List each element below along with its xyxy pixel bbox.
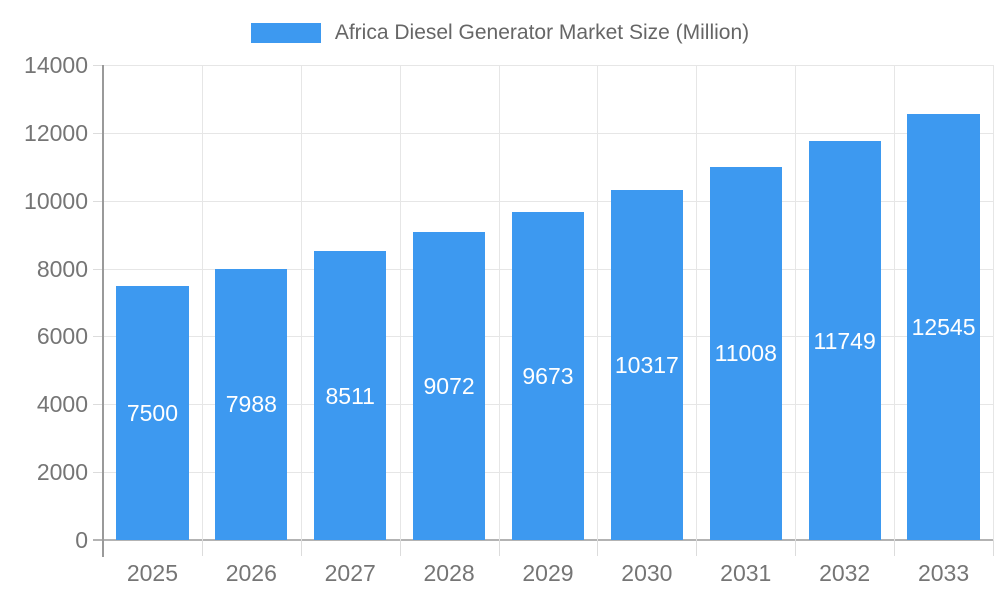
y-tick-mark	[93, 336, 103, 338]
y-axis-line	[102, 65, 104, 557]
x-tick-label: 2030	[621, 560, 673, 586]
x-tick-label: 2032	[819, 560, 871, 586]
bar-value-label: 10317	[614, 351, 679, 378]
x-gridline	[696, 65, 698, 540]
y-tick-mark	[93, 268, 103, 270]
bar-value-label: 9072	[423, 373, 475, 400]
x-gridline	[894, 65, 896, 540]
bar-value-label: 11008	[714, 340, 777, 367]
x-tick-mark	[201, 540, 203, 556]
y-tick-mark	[93, 472, 103, 474]
y-tick-label: 0	[75, 527, 88, 553]
bar	[610, 189, 683, 540]
y-tick-label: 14000	[24, 52, 88, 78]
legend-swatch	[250, 23, 321, 43]
bar-value-label: 8511	[325, 382, 375, 409]
bar	[511, 211, 585, 540]
x-tick-mark	[993, 540, 994, 556]
x-tick-label: 2025	[126, 560, 179, 586]
x-tick-mark	[696, 540, 698, 556]
y-gridline	[103, 132, 993, 134]
y-tick-mark	[93, 200, 103, 202]
y-tick-mark	[93, 404, 103, 406]
chart-title: Africa Diesel Generator Market Size (Mil…	[334, 21, 750, 44]
y-tick-mark	[93, 65, 103, 66]
y-tick-label: 12000	[24, 119, 88, 146]
bar-value-label: 7500	[126, 399, 179, 426]
bar	[907, 114, 980, 540]
bar-value-label: 11749	[813, 327, 876, 354]
bar-value-label: 9673	[522, 362, 574, 389]
x-gridline	[795, 65, 797, 540]
x-gridline	[300, 65, 302, 540]
y-gridline	[103, 200, 993, 202]
bar-value-label: 12545	[911, 314, 976, 341]
x-tick-mark	[894, 540, 896, 556]
y-tick-mark	[93, 132, 103, 134]
bar	[116, 285, 189, 540]
x-tick-mark	[498, 540, 500, 556]
x-tick-mark	[795, 540, 797, 556]
bar	[709, 166, 782, 540]
x-tick-label: 2029	[522, 560, 574, 586]
x-gridline	[498, 65, 500, 540]
x-tick-label: 2031	[720, 560, 772, 586]
bar	[808, 141, 881, 540]
x-tick-label: 2033	[917, 560, 970, 586]
y-tick-label: 10000	[24, 187, 88, 214]
y-tick-label: 4000	[36, 391, 88, 418]
chart-legend: Africa Diesel Generator Market Size (Mil…	[0, 21, 1000, 45]
y-gridline	[103, 65, 993, 66]
x-axis-baseline	[93, 539, 993, 541]
x-gridline	[993, 65, 994, 540]
x-tick-mark	[300, 540, 302, 556]
bar-value-label: 7988	[225, 391, 277, 418]
y-tick-label: 8000	[36, 255, 88, 282]
x-tick-mark	[399, 540, 401, 556]
x-tick-mark	[597, 540, 599, 556]
x-gridline	[597, 65, 599, 540]
x-gridline	[201, 65, 203, 540]
bar	[215, 268, 288, 540]
x-tick-label: 2028	[423, 560, 475, 586]
x-gridline	[399, 65, 401, 540]
x-tick-label: 2027	[324, 560, 376, 586]
bar	[413, 232, 486, 540]
y-tick-label: 6000	[36, 323, 88, 350]
bar	[314, 251, 387, 540]
y-tick-label: 2000	[36, 459, 88, 486]
x-tick-label: 2026	[225, 560, 277, 586]
